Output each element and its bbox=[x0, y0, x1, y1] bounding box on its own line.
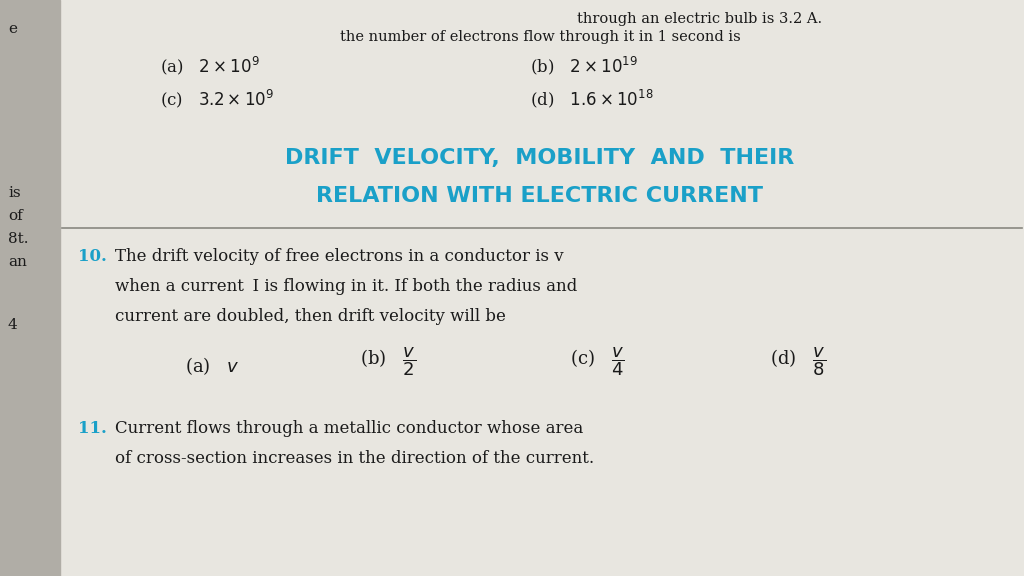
Text: current are doubled, then drift velocity will be: current are doubled, then drift velocity… bbox=[115, 308, 506, 325]
Text: the number of electrons flow through it in 1 second is: the number of electrons flow through it … bbox=[340, 30, 740, 44]
Text: Current flows through a metallic conductor whose area: Current flows through a metallic conduct… bbox=[115, 420, 584, 437]
Text: an: an bbox=[8, 255, 27, 269]
Text: 4: 4 bbox=[8, 319, 17, 332]
Text: DRIFT  VELOCITY,  MOBILITY  AND  THEIR: DRIFT VELOCITY, MOBILITY AND THEIR bbox=[286, 148, 795, 168]
Text: 11.: 11. bbox=[78, 420, 106, 437]
Text: (a)   $v$: (a) $v$ bbox=[185, 355, 240, 377]
Text: (d)   $1.6 \times 10^{18}$: (d) $1.6 \times 10^{18}$ bbox=[530, 88, 653, 111]
Text: (b)   $\dfrac{v}{2}$: (b) $\dfrac{v}{2}$ bbox=[360, 345, 416, 378]
Text: (c)   $3.2 \times 10^{9}$: (c) $3.2 \times 10^{9}$ bbox=[160, 88, 274, 111]
Text: (d)   $\dfrac{v}{8}$: (d) $\dfrac{v}{8}$ bbox=[770, 345, 826, 378]
Text: of: of bbox=[8, 209, 23, 223]
Text: (a)   $2 \times 10^{9}$: (a) $2 \times 10^{9}$ bbox=[160, 55, 260, 77]
Text: (c)   $\dfrac{v}{4}$: (c) $\dfrac{v}{4}$ bbox=[570, 345, 625, 378]
Text: RELATION WITH ELECTRIC CURRENT: RELATION WITH ELECTRIC CURRENT bbox=[316, 186, 764, 206]
Text: e: e bbox=[8, 22, 17, 36]
Text: (b)   $2 \times 10^{19}$: (b) $2 \times 10^{19}$ bbox=[530, 55, 638, 77]
Text: 8t.: 8t. bbox=[8, 232, 29, 246]
Text: of cross-section increases in the direction of the current.: of cross-section increases in the direct… bbox=[115, 450, 594, 467]
Text: 10.: 10. bbox=[78, 248, 106, 265]
Text: through an electric bulb is 3.2 A.: through an electric bulb is 3.2 A. bbox=[578, 12, 822, 26]
Bar bbox=[0, 0, 60, 576]
Text: is: is bbox=[8, 186, 20, 200]
Text: The drift velocity of free electrons in a conductor is v: The drift velocity of free electrons in … bbox=[115, 248, 563, 265]
Text: when a current  I is flowing in it. If both the radius and: when a current I is flowing in it. If bo… bbox=[115, 278, 578, 295]
